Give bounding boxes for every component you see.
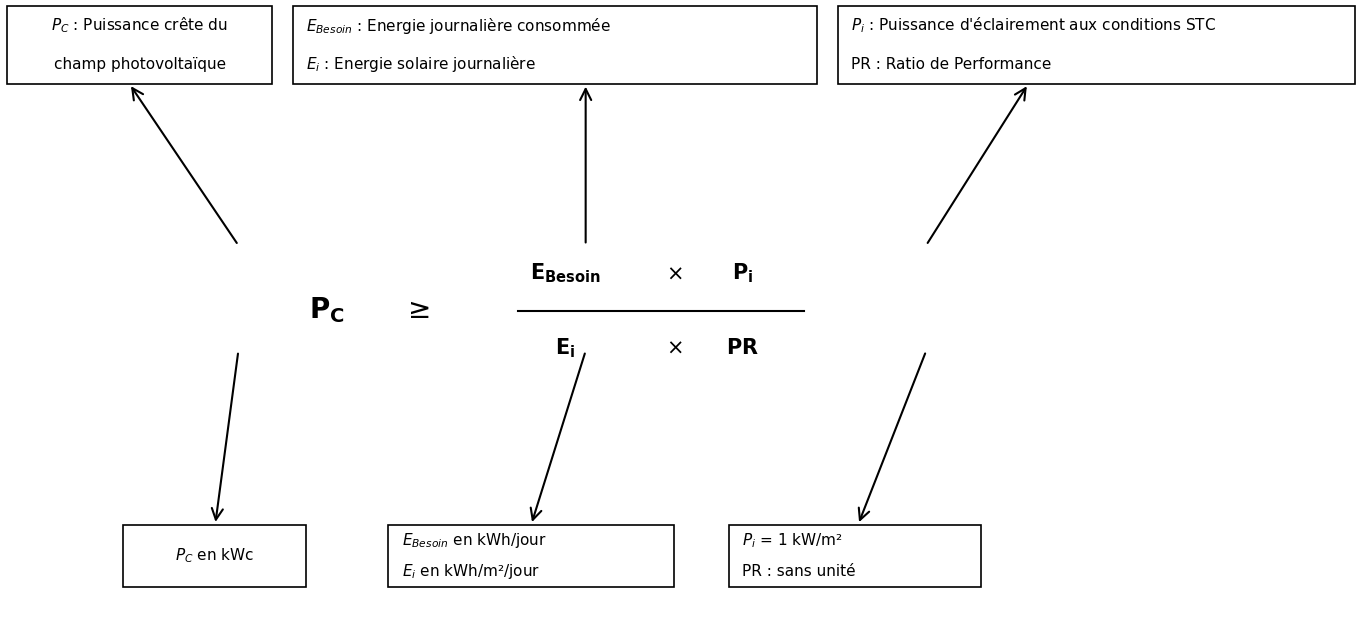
FancyBboxPatch shape bbox=[729, 525, 981, 587]
Text: $P_C$ : Puissance crête du: $P_C$ : Puissance crête du bbox=[52, 16, 227, 35]
Text: $P_C$ en kWc: $P_C$ en kWc bbox=[174, 546, 255, 565]
Text: $\geq$: $\geq$ bbox=[402, 296, 429, 325]
FancyBboxPatch shape bbox=[388, 525, 674, 587]
Text: $E_{Besoin}$ en kWh/jour: $E_{Besoin}$ en kWh/jour bbox=[402, 531, 546, 550]
Text: PR : sans unité: PR : sans unité bbox=[742, 564, 855, 579]
Text: $P_i$ : Puissance d'éclairement aux conditions STC: $P_i$ : Puissance d'éclairement aux cond… bbox=[851, 16, 1216, 35]
Text: $\mathbf{E_{Besoin}}$: $\mathbf{E_{Besoin}}$ bbox=[530, 261, 601, 285]
Text: $\mathbf{PR}$: $\mathbf{PR}$ bbox=[726, 338, 759, 358]
FancyBboxPatch shape bbox=[7, 6, 272, 84]
FancyBboxPatch shape bbox=[838, 6, 1355, 84]
FancyBboxPatch shape bbox=[293, 6, 817, 84]
Text: champ photovoltaïque: champ photovoltaïque bbox=[53, 57, 226, 72]
Text: $E_i$ en kWh/m²/jour: $E_i$ en kWh/m²/jour bbox=[402, 562, 539, 581]
Text: PR : Ratio de Performance: PR : Ratio de Performance bbox=[851, 57, 1051, 72]
Text: $E_i$ : Energie solaire journalière: $E_i$ : Energie solaire journalière bbox=[306, 55, 537, 75]
Text: $P_i$ = 1 kW/m²: $P_i$ = 1 kW/m² bbox=[742, 531, 843, 550]
FancyBboxPatch shape bbox=[123, 525, 306, 587]
Text: $\times$: $\times$ bbox=[666, 263, 682, 283]
Text: $\mathbf{E_i}$: $\mathbf{E_i}$ bbox=[556, 336, 575, 360]
Text: $\times$: $\times$ bbox=[666, 338, 682, 358]
Text: $E_{Besoin}$ : Energie journalière consommée: $E_{Besoin}$ : Energie journalière conso… bbox=[306, 16, 612, 35]
Text: $\mathbf{P_i}$: $\mathbf{P_i}$ bbox=[731, 261, 753, 285]
Text: $\mathbf{P_C}$: $\mathbf{P_C}$ bbox=[309, 296, 345, 325]
